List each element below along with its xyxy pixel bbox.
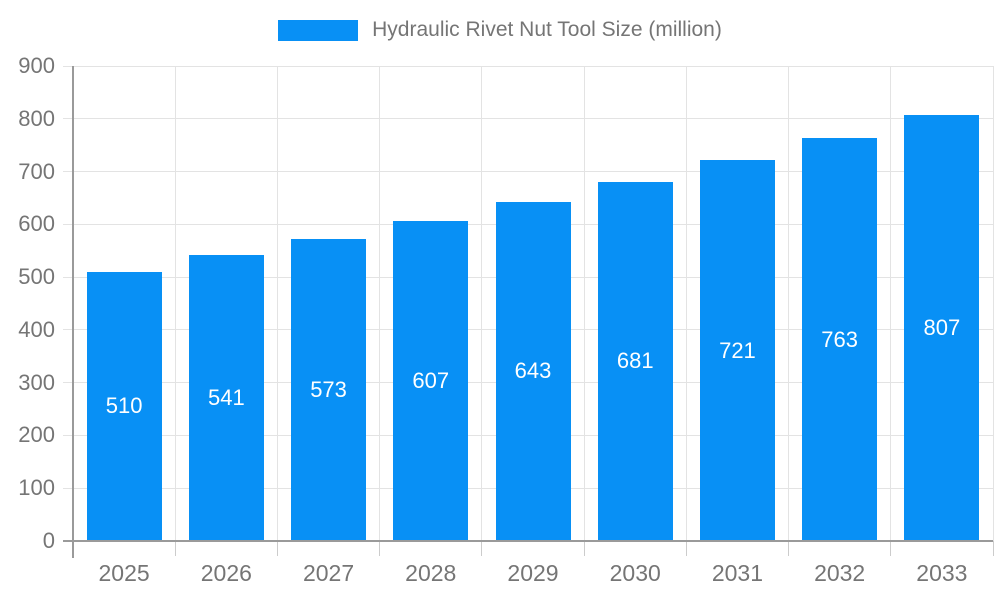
x-axis-tick	[174, 541, 176, 556]
bar: 573	[291, 238, 367, 541]
y-axis-tick-label: 700	[18, 158, 55, 184]
gridline-vertical	[379, 66, 381, 541]
x-axis-tick-label: 2026	[200, 560, 252, 586]
y-axis-tick-label: 500	[18, 264, 55, 290]
bar-value-label: 510	[105, 393, 143, 419]
gridline-vertical	[276, 66, 278, 541]
x-axis-tick-label: 2025	[98, 560, 150, 586]
x-axis-tick	[685, 541, 687, 556]
gridline-vertical	[583, 66, 585, 541]
bar-value-label: 681	[616, 348, 654, 374]
x-axis-tick-label: 2031	[711, 560, 764, 586]
x-axis-tick	[481, 541, 483, 556]
x-axis-tick-label: 2030	[609, 560, 661, 586]
y-axis-tick-label: 600	[18, 211, 55, 237]
x-axis-tick-label: 2033	[916, 560, 968, 586]
x-axis-tick-label: 2032	[814, 560, 866, 586]
bar: 681	[597, 181, 673, 541]
bar: 607	[393, 220, 469, 541]
legend: Hydraulic Rivet Nut Tool Size (million)	[0, 18, 1000, 42]
x-axis-tick	[992, 541, 994, 556]
gridline-vertical	[481, 66, 483, 541]
y-axis-tick-label: 100	[18, 475, 55, 501]
x-axis-tick	[583, 541, 585, 556]
y-axis-tick-label: 200	[18, 422, 55, 448]
gridline-horizontal	[63, 65, 993, 67]
x-axis-tick-label: 2029	[507, 560, 559, 586]
gridline-vertical	[890, 66, 892, 541]
bar-value-label: 607	[412, 367, 450, 393]
y-axis-line	[72, 66, 74, 558]
gridline-vertical	[992, 66, 994, 541]
y-axis-tick-label: 0	[42, 528, 55, 553]
bar-value-label: 721	[719, 337, 756, 363]
gridline-vertical	[174, 66, 176, 541]
y-axis-tick-label: 300	[18, 369, 55, 395]
bar-value-label: 807	[923, 315, 961, 341]
bar-value-label: 573	[310, 376, 347, 402]
bar-value-label: 643	[514, 358, 552, 384]
y-axis-tick-label: 800	[18, 105, 55, 131]
x-axis-tick	[276, 541, 278, 556]
bar: 807	[904, 115, 980, 541]
x-axis-tick	[788, 541, 790, 556]
bar-value-label: 541	[207, 385, 245, 411]
bar: 510	[86, 271, 162, 541]
gridline-vertical	[685, 66, 687, 541]
bar: 721	[699, 160, 775, 541]
gridline-horizontal	[63, 171, 993, 173]
gridline-horizontal	[63, 118, 993, 120]
bar: 763	[802, 138, 878, 541]
legend-swatch	[278, 19, 359, 41]
bar: 541	[188, 255, 264, 541]
x-axis-tick-label: 2028	[405, 560, 457, 586]
gridline-vertical	[788, 66, 790, 541]
y-axis-tick-label: 900	[18, 53, 55, 78]
x-axis-tick	[379, 541, 381, 556]
bar: 643	[495, 201, 571, 541]
bar-value-label: 763	[821, 326, 859, 352]
x-axis-line	[63, 540, 993, 542]
x-axis-tick-label: 2027	[302, 560, 355, 586]
legend-label: Hydraulic Rivet Nut Tool Size (million)	[372, 18, 722, 41]
y-axis-tick-label: 400	[18, 316, 55, 342]
x-axis-tick	[890, 541, 892, 556]
